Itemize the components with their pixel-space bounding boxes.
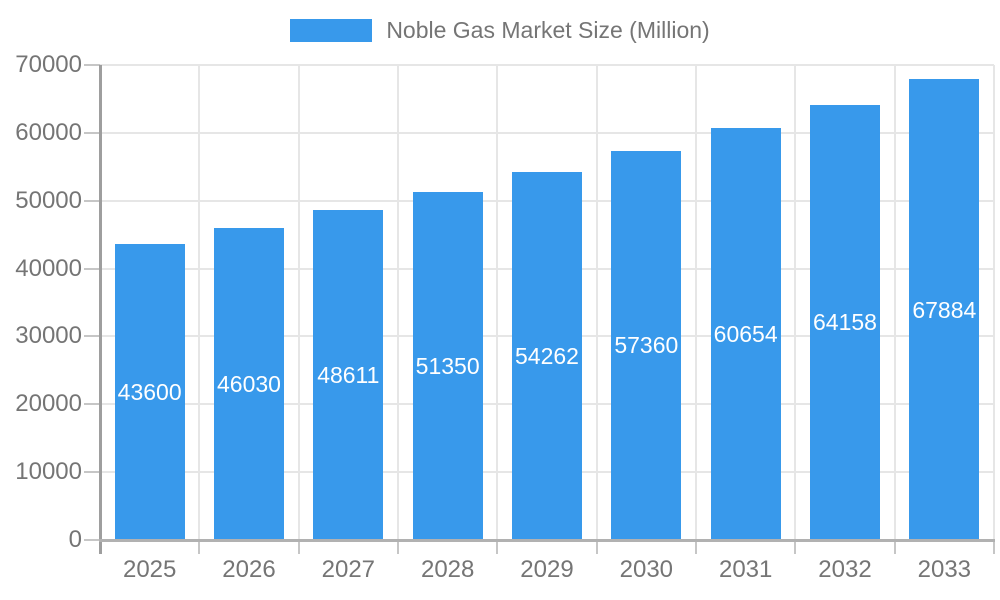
bar-value-label: 54262 xyxy=(515,342,579,369)
x-tick-label: 2030 xyxy=(619,556,674,583)
x-axis-tick xyxy=(297,540,300,554)
gridline-vertical xyxy=(794,65,797,540)
y-tick-label: 50000 xyxy=(15,186,82,214)
bar-value-label: 67884 xyxy=(912,296,977,323)
y-axis-tick xyxy=(84,267,100,270)
x-axis-tick xyxy=(695,540,697,554)
bar xyxy=(512,171,582,540)
gridline-vertical xyxy=(695,65,697,540)
y-axis-line xyxy=(99,65,102,554)
y-tick-label: 0 xyxy=(68,526,82,553)
y-tick-label: 30000 xyxy=(15,322,82,350)
bar-value-label: 48611 xyxy=(317,362,380,389)
bar-value-label: 51350 xyxy=(415,352,480,379)
gridline-vertical xyxy=(595,65,598,540)
y-tick-label: 10000 xyxy=(15,458,82,486)
x-tick-label: 2031 xyxy=(718,556,773,583)
y-tick-label: 60000 xyxy=(15,118,82,146)
bar xyxy=(214,227,284,540)
y-axis-tick xyxy=(84,131,100,134)
x-tick-label: 2028 xyxy=(420,556,475,583)
gridline-horizontal xyxy=(100,131,994,134)
gridline-vertical xyxy=(993,65,995,540)
bar xyxy=(114,244,185,540)
bar xyxy=(810,104,880,540)
gridline-vertical xyxy=(198,65,201,540)
y-axis-tick xyxy=(84,335,100,338)
x-tick-label: 2029 xyxy=(520,556,574,583)
gridline-vertical xyxy=(397,65,399,540)
bar-value-label: 64158 xyxy=(813,309,877,336)
bar xyxy=(412,191,483,540)
bar xyxy=(313,210,384,540)
y-axis-tick xyxy=(84,539,100,541)
bar xyxy=(710,128,781,540)
x-tick-label: 2033 xyxy=(917,556,972,583)
gridline-vertical xyxy=(297,65,300,540)
bar-value-label: 57360 xyxy=(614,332,679,359)
x-axis-tick xyxy=(198,540,201,554)
x-axis-tick xyxy=(397,540,399,554)
x-axis-tick xyxy=(893,540,896,554)
gridline-horizontal xyxy=(100,64,994,66)
x-tick-label: 2027 xyxy=(321,556,376,583)
bar xyxy=(611,150,682,540)
x-axis-tick xyxy=(496,540,499,554)
x-axis-tick xyxy=(794,540,797,554)
chart-legend[interactable]: Noble Gas Market Size (Million) xyxy=(0,17,1000,44)
gridline-vertical xyxy=(893,65,896,540)
y-axis-tick xyxy=(84,403,100,406)
y-tick-label: 40000 xyxy=(15,254,82,282)
y-tick-label: 70000 xyxy=(15,51,82,78)
bar-value-label: 46030 xyxy=(217,370,281,397)
legend-swatch xyxy=(290,19,373,42)
y-axis-tick xyxy=(84,199,100,202)
y-tick-label: 20000 xyxy=(15,390,82,418)
x-axis-tick xyxy=(595,540,598,554)
y-axis-tick xyxy=(84,64,100,66)
gridline-vertical xyxy=(496,65,499,540)
y-axis-tick xyxy=(84,471,100,474)
x-axis-tick xyxy=(993,540,995,554)
x-tick-label: 2026 xyxy=(222,556,276,583)
x-tick-label: 2025 xyxy=(122,556,177,583)
x-axis-line xyxy=(99,539,995,542)
bar-value-label: 43600 xyxy=(117,379,182,406)
legend-label: Noble Gas Market Size (Million) xyxy=(386,17,710,43)
x-tick-label: 2032 xyxy=(818,556,872,583)
bar-value-label: 60654 xyxy=(713,321,778,348)
bar xyxy=(909,79,980,540)
